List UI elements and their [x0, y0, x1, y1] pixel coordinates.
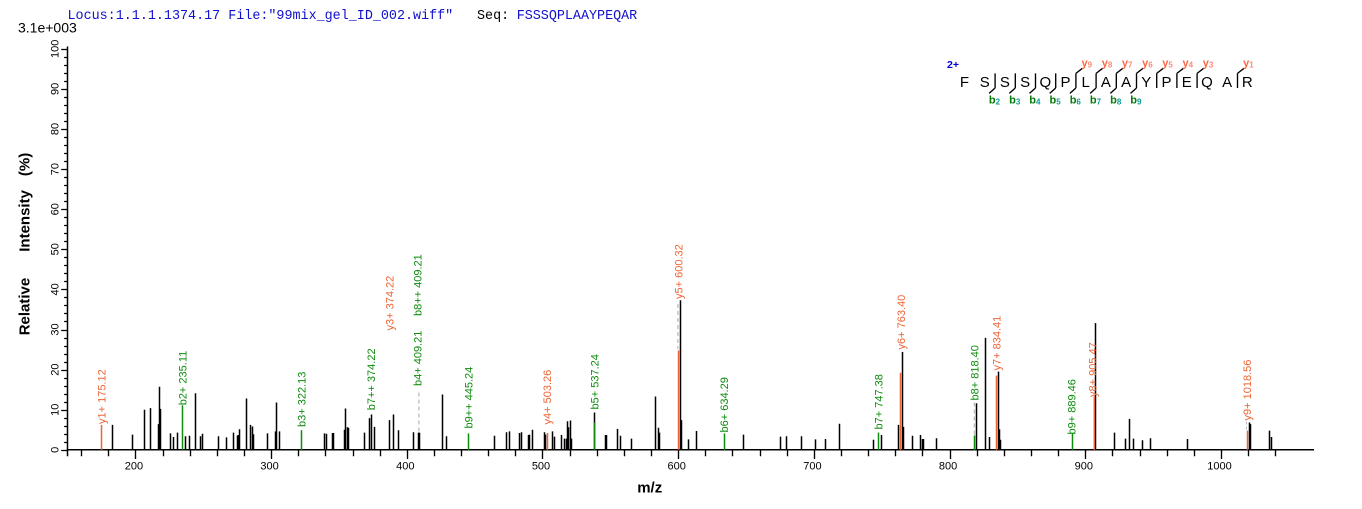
svg-text:b7++ 374.22: b7++ 374.22 — [366, 348, 378, 410]
svg-text:50: 50 — [50, 243, 62, 255]
svg-text:A: A — [1222, 74, 1232, 91]
svg-text:y8+ 905.47: y8+ 905.47 — [1088, 342, 1100, 397]
svg-text:b8+ 818.40: b8+ 818.40 — [970, 345, 982, 400]
svg-text:Y: Y — [1141, 74, 1151, 91]
svg-text:1000: 1000 — [1207, 461, 1231, 473]
svg-text:S: S — [1000, 74, 1010, 91]
svg-text:b9++ 445.24: b9++ 445.24 — [464, 367, 476, 429]
svg-text:S: S — [1020, 74, 1030, 91]
svg-text:y9+ 1018.56: y9+ 1018.56 — [1242, 360, 1254, 421]
svg-text:P: P — [1060, 74, 1070, 91]
svg-text:b6+ 634.29: b6+ 634.29 — [719, 377, 731, 432]
svg-text:800: 800 — [939, 461, 957, 473]
svg-text:y7: y7 — [1122, 58, 1133, 70]
svg-text:900: 900 — [1075, 461, 1093, 473]
svg-text:y9: y9 — [1082, 58, 1093, 70]
svg-text:100: 100 — [50, 40, 62, 58]
svg-text:Q: Q — [1201, 74, 1213, 91]
svg-text:F: F — [960, 74, 969, 91]
svg-text:A: A — [1101, 74, 1111, 91]
svg-text:Q: Q — [1039, 74, 1051, 91]
svg-text:Seq:: Seq: — [477, 9, 509, 24]
svg-text:P: P — [1161, 74, 1171, 91]
svg-text:b5: b5 — [1050, 95, 1062, 107]
svg-text:A: A — [1121, 74, 1131, 91]
svg-text:S: S — [980, 74, 990, 91]
svg-text:b2: b2 — [989, 95, 1001, 107]
svg-text:10: 10 — [50, 404, 62, 416]
svg-text:y8: y8 — [1102, 58, 1113, 70]
svg-text:200: 200 — [125, 461, 143, 473]
svg-text:y7+ 834.41: y7+ 834.41 — [992, 316, 1004, 371]
svg-text:0: 0 — [50, 447, 62, 453]
svg-text:b8++ 409.21: b8++ 409.21 — [413, 254, 425, 316]
svg-text:500: 500 — [532, 461, 550, 473]
svg-text:m/z: m/z — [637, 480, 662, 497]
svg-text:y1: y1 — [1243, 58, 1254, 70]
svg-text:y3: y3 — [1203, 58, 1214, 70]
svg-text:b7+ 747.38: b7+ 747.38 — [874, 374, 886, 429]
svg-text:3.1e+003: 3.1e+003 — [18, 20, 77, 36]
svg-text:R: R — [1242, 74, 1253, 91]
svg-text:E: E — [1182, 74, 1192, 91]
svg-text:y6+ 763.40: y6+ 763.40 — [896, 295, 908, 350]
svg-text:FSSSQPLAAYPEQAR: FSSSQPLAAYPEQAR — [517, 9, 638, 24]
svg-text:y6: y6 — [1142, 58, 1153, 70]
svg-text:L: L — [1082, 74, 1090, 91]
svg-text:b9: b9 — [1130, 95, 1142, 107]
svg-text:300: 300 — [260, 461, 278, 473]
svg-text:30: 30 — [50, 323, 62, 335]
svg-text:600: 600 — [668, 461, 686, 473]
svg-text:b4+ 409.21: b4+ 409.21 — [413, 331, 425, 386]
svg-text:y4: y4 — [1183, 58, 1194, 70]
svg-text:y4+ 503.26: y4+ 503.26 — [542, 370, 554, 425]
svg-text:b9+ 889.46: b9+ 889.46 — [1067, 379, 1079, 434]
svg-text:60: 60 — [50, 203, 62, 215]
svg-text:b5+ 537.24: b5+ 537.24 — [589, 354, 601, 409]
svg-text:RelativeIntensity(%): RelativeIntensity(%) — [17, 153, 34, 336]
svg-text:Locus:1.1.1.1374.17 File:"99mi: Locus:1.1.1.1374.17 File:"99mix_gel_ID_0… — [68, 9, 454, 24]
svg-text:y1+ 175.12: y1+ 175.12 — [96, 369, 108, 424]
svg-text:80: 80 — [50, 123, 62, 135]
svg-text:b8: b8 — [1110, 95, 1122, 107]
svg-text:y5: y5 — [1162, 58, 1173, 70]
svg-text:b3+ 322.13: b3+ 322.13 — [296, 372, 308, 427]
svg-text:b4: b4 — [1029, 95, 1041, 107]
svg-text:2+: 2+ — [947, 59, 959, 71]
svg-text:y3+ 374.22: y3+ 374.22 — [385, 276, 397, 331]
svg-text:40: 40 — [50, 283, 62, 295]
svg-text:20: 20 — [50, 363, 62, 375]
svg-text:y5+ 600.32: y5+ 600.32 — [673, 244, 685, 299]
svg-text:70: 70 — [50, 163, 62, 175]
svg-text:b6: b6 — [1070, 95, 1082, 107]
svg-text:b7: b7 — [1090, 95, 1102, 107]
svg-text:b3: b3 — [1009, 95, 1021, 107]
svg-text:b2+ 235.11: b2+ 235.11 — [177, 351, 189, 406]
svg-text:700: 700 — [803, 461, 821, 473]
svg-text:90: 90 — [50, 83, 62, 95]
svg-text:400: 400 — [396, 461, 414, 473]
